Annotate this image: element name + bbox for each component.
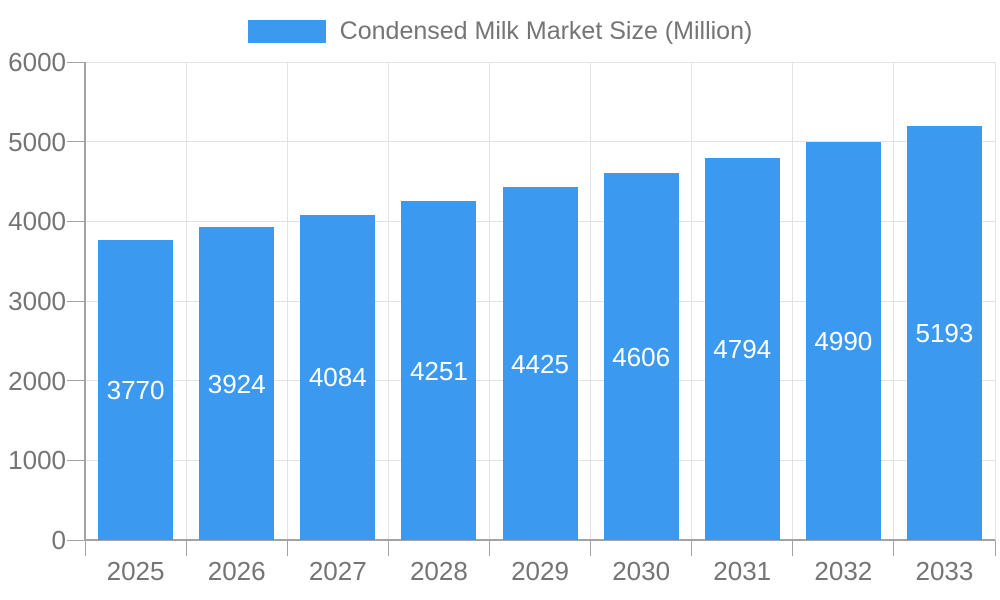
x-tick bbox=[792, 540, 794, 556]
y-tick-label: 5000 bbox=[8, 126, 66, 157]
bar[interactable] bbox=[906, 126, 982, 540]
bar-value-label: 4606 bbox=[612, 341, 671, 372]
bar[interactable] bbox=[603, 173, 679, 540]
x-tick-label: 2029 bbox=[511, 556, 569, 586]
v-gridline bbox=[286, 62, 288, 540]
bar[interactable] bbox=[805, 142, 881, 540]
bar[interactable] bbox=[98, 239, 174, 540]
x-tick-label: 2032 bbox=[814, 556, 873, 586]
y-tick-label: 4000 bbox=[8, 206, 66, 237]
y-tick-label: 2000 bbox=[8, 365, 66, 396]
legend-label: Condensed Milk Market Size (Million) bbox=[339, 17, 753, 45]
x-tick bbox=[387, 540, 389, 556]
y-tick bbox=[67, 380, 85, 382]
y-tick-label: 3000 bbox=[8, 286, 66, 316]
y-tick bbox=[67, 61, 85, 63]
x-tick bbox=[691, 540, 693, 556]
v-gridline bbox=[893, 62, 895, 540]
y-tick bbox=[67, 220, 85, 222]
x-tick bbox=[994, 540, 996, 556]
v-gridline bbox=[691, 62, 693, 540]
bar-value-label: 4251 bbox=[409, 355, 468, 386]
h-gridline bbox=[85, 61, 995, 63]
bar[interactable] bbox=[704, 158, 780, 540]
legend-item[interactable]: Condensed Milk Market Size (Million) bbox=[247, 17, 753, 45]
x-tick bbox=[84, 540, 86, 556]
v-gridline bbox=[792, 62, 794, 540]
v-gridline bbox=[590, 62, 592, 540]
x-tick-label: 2030 bbox=[612, 556, 671, 586]
x-tick bbox=[893, 540, 895, 556]
y-tick bbox=[67, 459, 85, 461]
y-tick bbox=[67, 141, 85, 143]
bar-value-label: 4425 bbox=[511, 348, 569, 379]
h-gridline bbox=[85, 141, 995, 143]
y-axis-line bbox=[83, 62, 86, 540]
x-axis-line bbox=[85, 539, 995, 541]
x-tick-label: 2027 bbox=[308, 556, 367, 586]
v-gridline bbox=[994, 62, 996, 540]
x-tick bbox=[590, 540, 592, 556]
bar[interactable] bbox=[300, 214, 376, 540]
bar-value-label: 3770 bbox=[106, 374, 165, 405]
x-tick-label: 2028 bbox=[409, 556, 468, 586]
x-tick-label: 2033 bbox=[915, 556, 974, 586]
bar-value-label: 3924 bbox=[207, 368, 266, 399]
x-tick-label: 2026 bbox=[207, 556, 266, 586]
x-tick bbox=[185, 540, 187, 556]
bar-value-label: 4990 bbox=[814, 326, 873, 357]
v-gridline bbox=[488, 62, 490, 540]
y-tick bbox=[67, 300, 85, 302]
y-tick-label: 0 bbox=[51, 525, 66, 555]
v-gridline bbox=[185, 62, 187, 540]
bar[interactable] bbox=[199, 227, 275, 540]
bar-value-label: 4794 bbox=[713, 334, 772, 365]
legend: Condensed Milk Market Size (Million) bbox=[0, 17, 1000, 45]
bar[interactable] bbox=[502, 187, 578, 540]
legend-swatch bbox=[247, 20, 326, 43]
y-tick-label: 6000 bbox=[8, 47, 66, 77]
y-tick bbox=[67, 539, 85, 541]
v-gridline bbox=[387, 62, 389, 540]
bar[interactable] bbox=[401, 201, 477, 540]
x-tick bbox=[286, 540, 288, 556]
bar-value-label: 4084 bbox=[308, 362, 367, 393]
y-tick-label: 1000 bbox=[8, 445, 66, 476]
x-tick bbox=[488, 540, 490, 556]
bar-value-label: 5193 bbox=[915, 318, 974, 349]
x-tick-label: 2031 bbox=[713, 556, 772, 586]
x-tick-label: 2025 bbox=[106, 556, 165, 586]
